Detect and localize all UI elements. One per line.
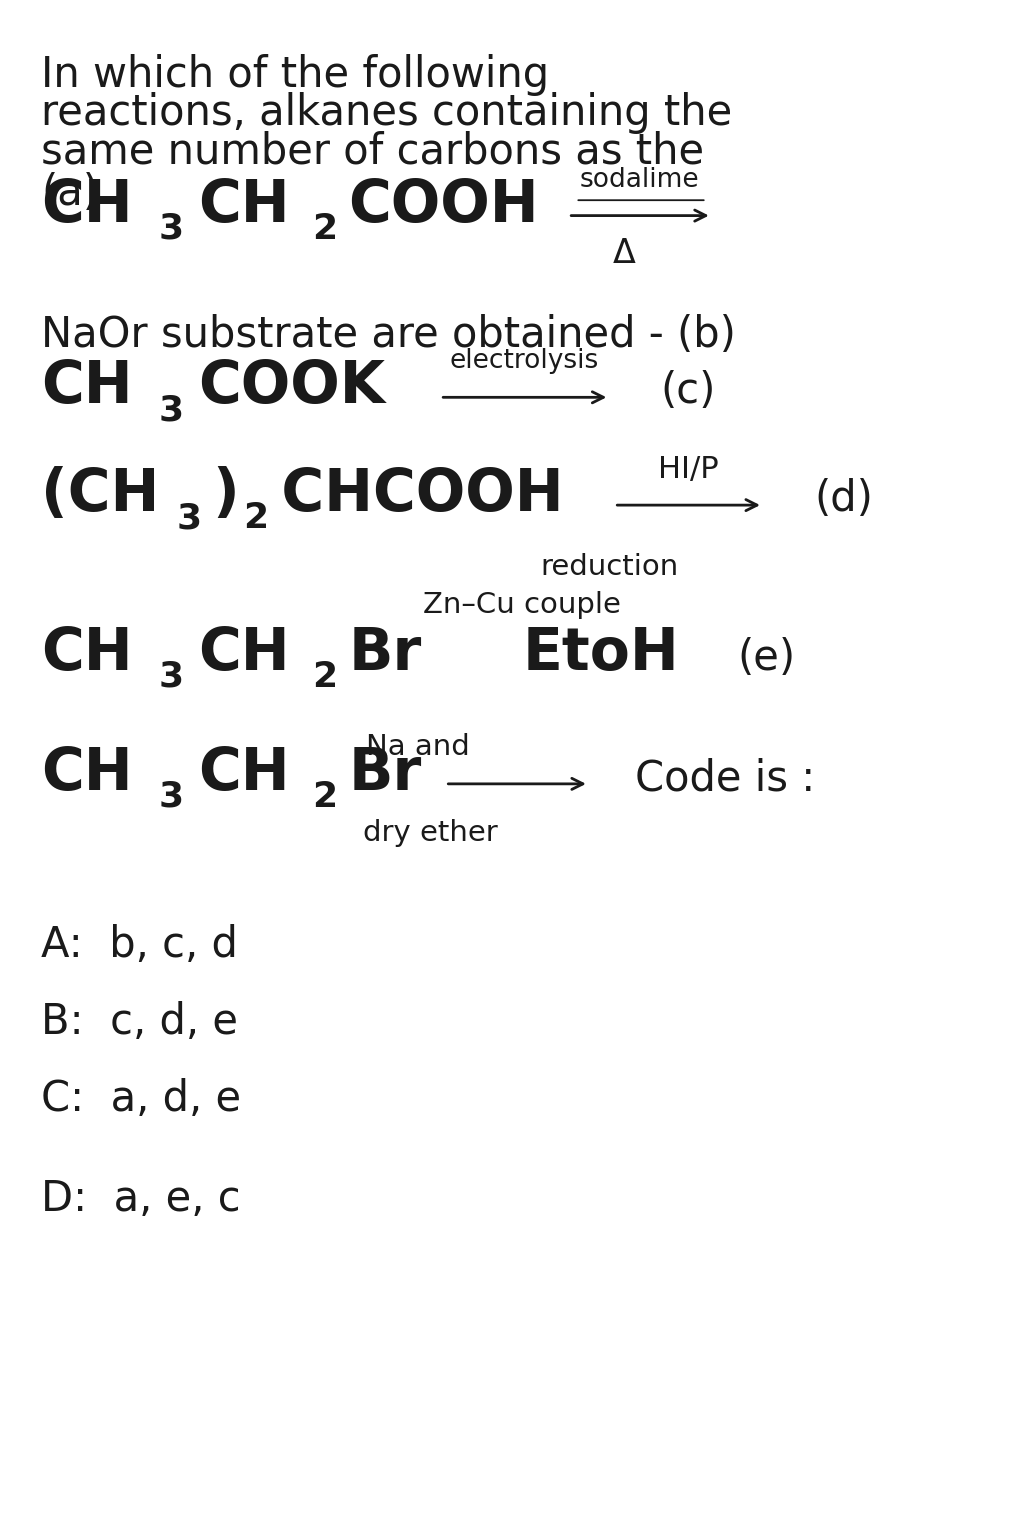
Text: CH: CH	[41, 625, 132, 682]
Text: 2: 2	[312, 659, 338, 695]
Text: CH: CH	[41, 359, 132, 416]
Text: electrolysis: electrolysis	[450, 348, 599, 374]
Text: 3: 3	[159, 779, 184, 815]
Text: reactions, alkanes containing the: reactions, alkanes containing the	[41, 92, 732, 134]
Text: Code is :: Code is :	[635, 758, 815, 799]
Text: A:  b, c, d: A: b, c, d	[41, 924, 238, 966]
Text: COOH: COOH	[348, 177, 539, 234]
Text: CH: CH	[41, 177, 132, 234]
Text: (d): (d)	[814, 479, 872, 521]
Text: 2: 2	[243, 500, 268, 536]
Text: 3: 3	[159, 393, 184, 428]
Text: CHCOOH: CHCOOH	[261, 467, 564, 524]
Text: HI/P: HI/P	[657, 454, 719, 484]
Text: Zn–Cu couple: Zn–Cu couple	[423, 591, 622, 619]
Text: CH: CH	[198, 625, 289, 682]
Text: Br: Br	[348, 625, 422, 682]
Text: 3: 3	[159, 659, 184, 695]
Text: ): )	[212, 467, 239, 524]
Text: sodalime: sodalime	[580, 166, 698, 192]
Text: reduction: reduction	[540, 553, 679, 581]
Text: dry ether: dry ether	[362, 819, 498, 847]
Text: 2: 2	[312, 779, 338, 815]
Text: C:  a, d, e: C: a, d, e	[41, 1078, 241, 1120]
Text: NaOr substrate are obtained - (b): NaOr substrate are obtained - (b)	[41, 314, 736, 356]
Text: D:  a, e, c: D: a, e, c	[41, 1178, 241, 1220]
Text: (c): (c)	[660, 371, 716, 413]
Text: EtoH: EtoH	[522, 625, 679, 682]
Text: CH: CH	[198, 745, 289, 802]
Text: (e): (e)	[737, 638, 796, 679]
Text: COOK: COOK	[198, 359, 385, 416]
Text: B:  c, d, e: B: c, d, e	[41, 1001, 238, 1043]
Text: Δ: Δ	[613, 237, 636, 270]
Text: In which of the following: In which of the following	[41, 54, 549, 95]
Text: (a): (a)	[41, 172, 99, 214]
Text: same number of carbons as the: same number of carbons as the	[41, 131, 705, 172]
Text: 2: 2	[312, 211, 338, 246]
Text: (CH: (CH	[41, 467, 160, 524]
Text: 3: 3	[176, 500, 202, 536]
Text: 3: 3	[159, 211, 184, 246]
Text: CH: CH	[41, 745, 132, 802]
Text: CH: CH	[198, 177, 289, 234]
Text: Br: Br	[348, 745, 422, 802]
Text: Na and: Na and	[366, 733, 470, 761]
